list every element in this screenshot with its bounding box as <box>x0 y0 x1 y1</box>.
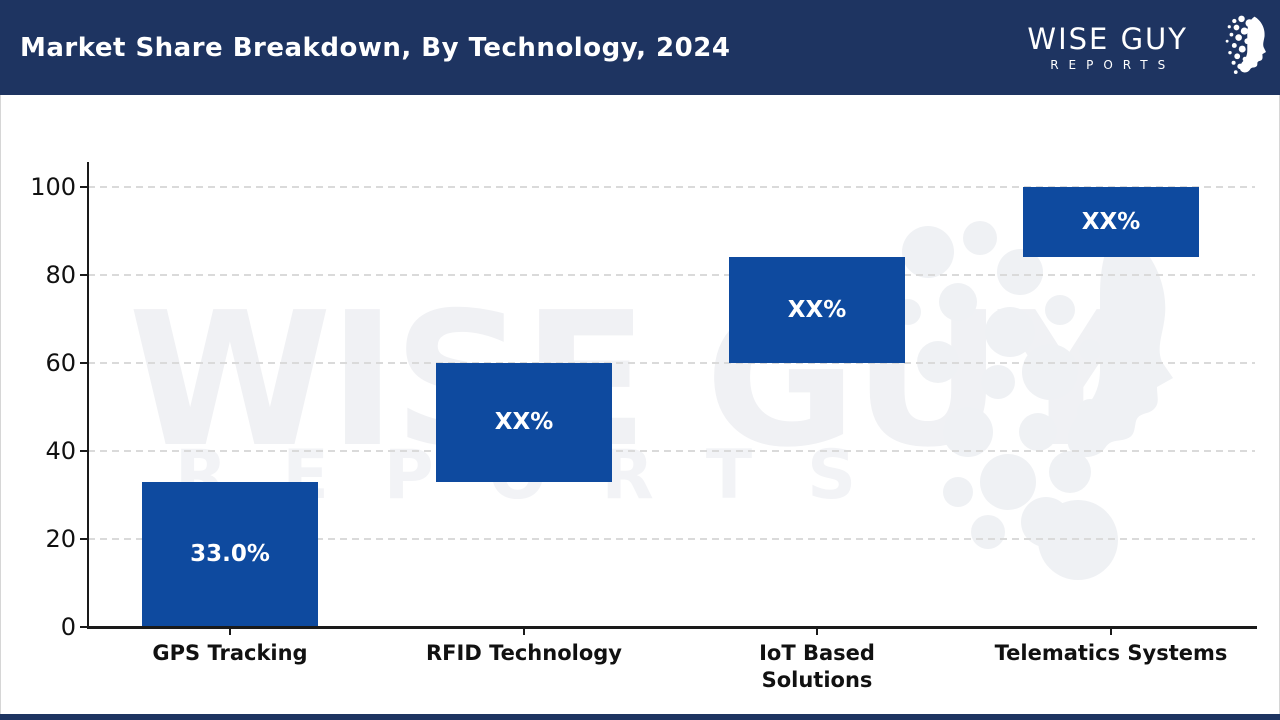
brand-logo: WISE GUY REPORTS <box>1027 0 1266 95</box>
x-tick-mark <box>816 627 818 635</box>
y-tick-mark <box>80 186 88 188</box>
y-tick-mark <box>80 538 88 540</box>
y-tick-mark <box>80 274 88 276</box>
x-category-label: RFID Technology <box>426 641 622 665</box>
gridline <box>88 274 1255 276</box>
brand-name: WISE GUY <box>1027 21 1188 56</box>
chart-title: Market Share Breakdown, By Technology, 2… <box>20 32 731 63</box>
bar-value-label: 33.0% <box>190 541 270 568</box>
gridline <box>88 538 1255 540</box>
bar-value-label: XX% <box>1081 209 1141 236</box>
y-axis-spine <box>87 162 89 628</box>
x-category-label: GPS Tracking <box>152 641 308 665</box>
brand-subtitle: REPORTS <box>1050 57 1176 72</box>
y-tick-mark <box>80 362 88 364</box>
footer-band <box>0 714 1280 720</box>
y-tick-label: 0 <box>60 613 76 641</box>
y-tick-label: 80 <box>45 261 76 289</box>
brand-head-icon <box>1225 15 1266 74</box>
x-tick-mark <box>229 627 231 635</box>
y-tick-label: 60 <box>45 349 76 377</box>
y-tick-label: 40 <box>45 437 76 465</box>
x-axis-spine <box>87 626 1257 629</box>
gridline <box>88 450 1255 452</box>
bar: XX% <box>729 257 905 363</box>
bar-value-label: XX% <box>494 409 554 436</box>
bar: XX% <box>1023 187 1199 258</box>
gridline <box>88 362 1255 364</box>
gridline <box>88 186 1255 188</box>
x-tick-mark <box>523 627 525 635</box>
bar-value-label: XX% <box>787 297 847 324</box>
y-tick-mark <box>80 626 88 628</box>
bar: XX% <box>436 363 612 482</box>
x-tick-mark <box>1110 627 1112 635</box>
x-category-label: Telematics Systems <box>994 641 1228 665</box>
y-tick-mark <box>80 450 88 452</box>
y-tick-label: 20 <box>45 525 76 553</box>
brand-logo-text: WISE GUY REPORTS <box>1027 21 1188 72</box>
x-category-label: IoT Based Solutions <box>759 641 875 693</box>
header-band: Market Share Breakdown, By Technology, 2… <box>0 0 1280 95</box>
y-tick-label: 100 <box>30 173 76 201</box>
bar: 33.0% <box>142 481 318 627</box>
